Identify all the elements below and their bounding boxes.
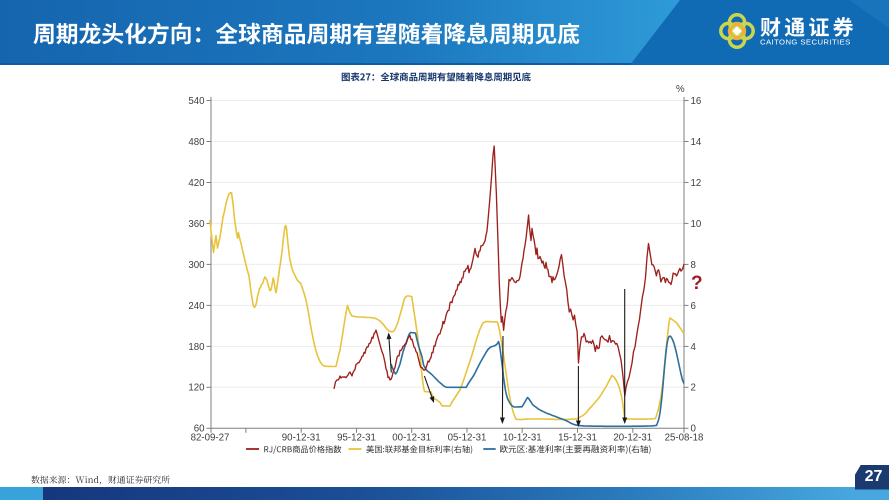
svg-text:82-09-27: 82-09-27	[191, 433, 230, 444]
svg-text:0: 0	[691, 424, 697, 435]
svg-text:10: 10	[691, 219, 702, 230]
svg-text:60: 60	[194, 424, 205, 435]
svg-text:16: 16	[691, 96, 702, 107]
svg-text:12: 12	[691, 178, 702, 189]
svg-text:300: 300	[188, 260, 205, 271]
svg-text:420: 420	[188, 178, 205, 189]
svg-text:10-12-31: 10-12-31	[503, 433, 542, 444]
svg-text:20-12-31: 20-12-31	[613, 433, 652, 444]
svg-text:180: 180	[188, 342, 205, 353]
svg-text:00-12-31: 00-12-31	[392, 433, 431, 444]
svg-text:8: 8	[691, 260, 696, 271]
svg-text:360: 360	[188, 219, 205, 230]
svg-text:95-12-31: 95-12-31	[337, 433, 376, 444]
svg-text:240: 240	[188, 301, 205, 312]
svg-text:540: 540	[188, 96, 205, 107]
svg-text:CAITONG SECURITIES: CAITONG SECURITIES	[760, 38, 851, 47]
svg-text:?: ?	[691, 273, 703, 294]
svg-text:120: 120	[188, 383, 205, 394]
svg-text:25-08-18: 25-08-18	[665, 433, 704, 444]
svg-text:05-12-31: 05-12-31	[448, 433, 487, 444]
svg-text:90-12-31: 90-12-31	[282, 433, 321, 444]
svg-text:15-12-31: 15-12-31	[558, 433, 597, 444]
svg-text:4: 4	[691, 342, 697, 353]
svg-text:6: 6	[691, 301, 696, 312]
svg-text:%: %	[676, 84, 685, 95]
svg-text:14: 14	[691, 137, 702, 148]
svg-text:2: 2	[691, 383, 696, 394]
svg-text:480: 480	[188, 137, 205, 148]
